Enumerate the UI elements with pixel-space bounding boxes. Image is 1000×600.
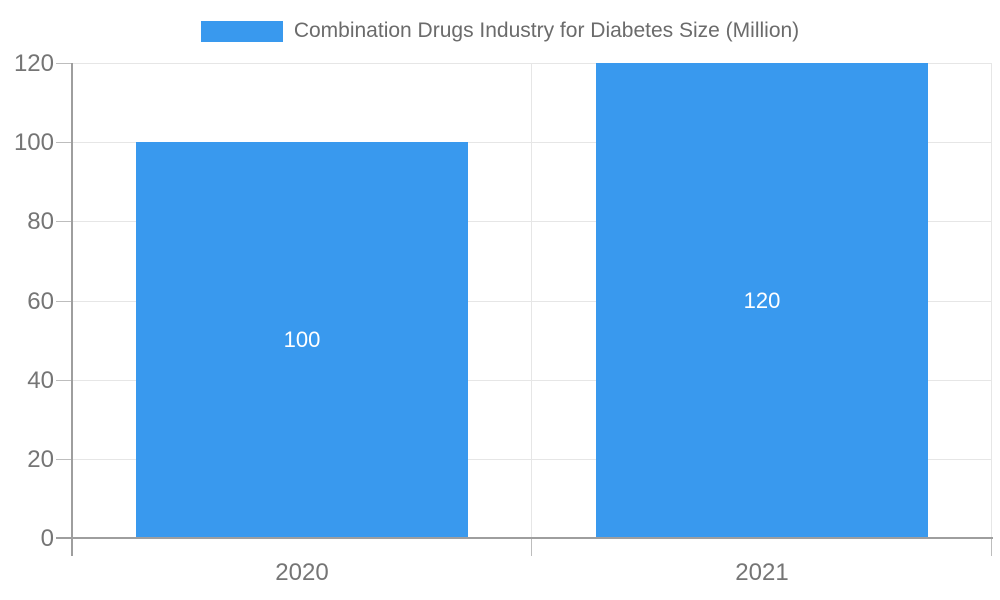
x-category-label: 2021 — [735, 559, 789, 586]
y-tick-label: 20 — [27, 445, 54, 473]
gridline — [531, 63, 532, 538]
bar-value-label: 100 — [283, 327, 321, 353]
gridline — [72, 63, 992, 64]
bar-2020[interactable] — [136, 142, 468, 538]
legend[interactable]: Combination Drugs Industry for Diabetes … — [0, 19, 1000, 43]
bar-2021[interactable] — [596, 63, 928, 538]
y-axis-tick — [56, 221, 72, 223]
y-axis-tick — [56, 379, 72, 381]
legend-swatch — [200, 20, 283, 42]
gridline — [72, 458, 992, 460]
y-axis-tick — [56, 458, 72, 460]
x-axis-line — [56, 537, 993, 539]
y-axis-tick — [56, 300, 72, 302]
x-axis-tick — [531, 538, 532, 556]
x-axis-tick — [991, 538, 992, 556]
bar-value-label: 120 — [743, 287, 781, 313]
y-tick-label: 40 — [27, 366, 54, 394]
x-category-label: 2020 — [275, 559, 329, 586]
y-tick-label: 80 — [27, 208, 54, 236]
y-tick-label: 100 — [13, 129, 54, 157]
legend-label: Combination Drugs Industry for Diabetes … — [293, 19, 800, 42]
gridline — [72, 142, 992, 144]
gridline — [991, 63, 992, 538]
y-tick-label: 120 — [13, 50, 54, 77]
y-tick-label: 60 — [27, 287, 54, 315]
gridline — [72, 221, 992, 223]
y-tick-label: 0 — [40, 525, 54, 552]
y-axis-line — [71, 63, 73, 556]
y-axis-tick — [56, 63, 72, 64]
gridline — [72, 300, 992, 302]
gridline — [72, 379, 992, 381]
y-axis-tick — [56, 142, 72, 144]
